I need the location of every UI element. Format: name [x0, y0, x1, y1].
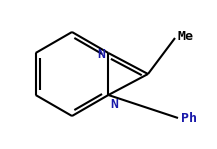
Text: N: N	[110, 98, 118, 111]
Text: Me: Me	[178, 31, 194, 44]
Text: Ph: Ph	[181, 112, 197, 125]
Text: N: N	[97, 48, 105, 60]
